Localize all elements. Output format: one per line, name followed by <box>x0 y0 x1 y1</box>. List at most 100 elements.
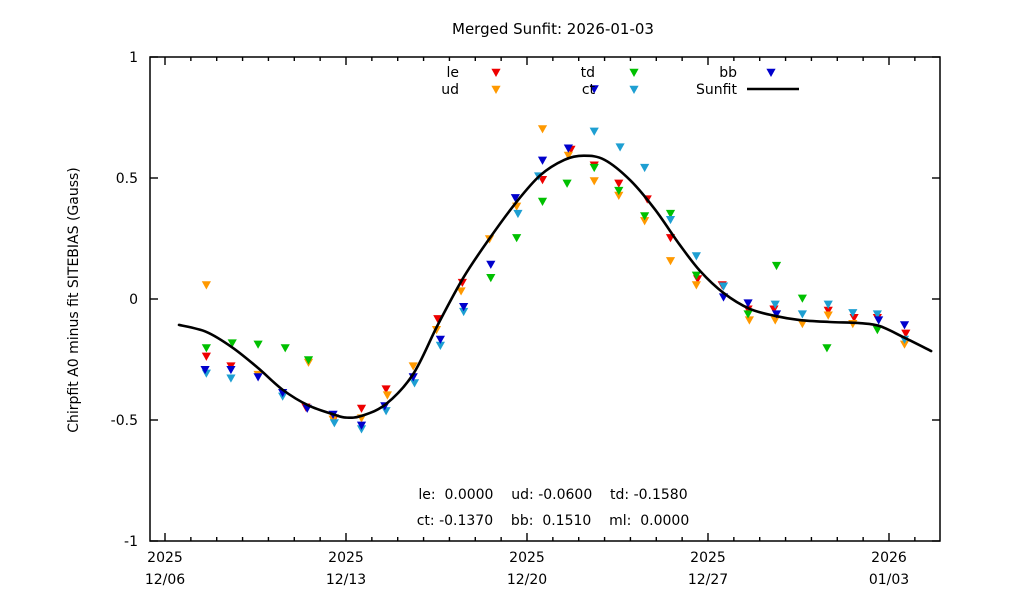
point-td <box>486 274 496 283</box>
point-bb <box>200 365 210 375</box>
point-ct <box>823 300 833 309</box>
point-ud <box>563 151 573 161</box>
x-tick-label-date: 12/06 <box>145 572 185 588</box>
legend-label-td: td <box>581 65 595 81</box>
point-ud <box>665 257 676 266</box>
point-le <box>614 179 624 188</box>
legend-label-bb: bb <box>719 65 737 81</box>
y-tick-label: -1 <box>124 534 138 550</box>
point-bb <box>356 421 367 430</box>
point-bb <box>253 373 263 382</box>
sunfit-curve <box>177 154 933 420</box>
point-le <box>849 313 859 323</box>
point-ct <box>718 282 729 291</box>
point-bb <box>899 321 910 330</box>
legend-label-ud: ud <box>441 82 459 98</box>
point-ct <box>872 310 882 319</box>
legend-label-Sunfit: Sunfit <box>696 82 737 98</box>
point-ud <box>899 340 910 349</box>
point-ct <box>435 341 445 350</box>
point-td <box>640 212 650 221</box>
legend-label-ct: ct <box>582 82 596 98</box>
point-td <box>537 197 548 206</box>
point-ct <box>409 379 420 388</box>
point-bb <box>589 85 599 94</box>
point-ct <box>797 310 807 319</box>
point-td <box>771 261 782 271</box>
point-le <box>823 306 833 315</box>
y-tick-label: 1 <box>129 50 138 66</box>
legend-marker-td <box>629 68 639 77</box>
y-tick-label: 0.5 <box>116 171 138 187</box>
point-ct <box>770 300 780 309</box>
point-le <box>769 305 779 314</box>
point-td <box>614 186 624 196</box>
point-bb <box>743 299 753 308</box>
point-le <box>381 385 391 394</box>
point-le <box>433 315 443 324</box>
point-ct <box>459 307 469 317</box>
point-ct <box>615 143 625 152</box>
point-ct <box>589 127 599 136</box>
point-td <box>665 209 676 219</box>
point-ct <box>329 419 339 428</box>
point-td <box>797 294 807 303</box>
point-td <box>872 326 882 335</box>
point-ct <box>691 252 701 261</box>
series-bb <box>200 85 910 430</box>
point-td <box>691 271 701 280</box>
x-tick-label-date: 12/20 <box>507 572 547 588</box>
point-bb <box>771 310 782 319</box>
series-le <box>201 145 911 423</box>
point-td <box>227 339 237 348</box>
legend <box>491 68 799 94</box>
series-td <box>201 163 882 365</box>
point-ct <box>640 163 650 173</box>
point-ct <box>848 309 858 318</box>
point-ct <box>513 209 523 219</box>
legend-marker-bb <box>766 68 776 77</box>
x-tick-label-date: 12/13 <box>326 572 366 588</box>
x-tick-label-year: 2025 <box>147 550 183 566</box>
point-td <box>253 340 263 349</box>
point-ud <box>770 316 780 325</box>
x-tick-label-year: 2025 <box>509 550 545 566</box>
point-td <box>280 344 290 353</box>
point-td <box>562 179 572 188</box>
point-ud <box>640 217 650 226</box>
point-td <box>303 356 314 365</box>
point-bb <box>226 365 236 375</box>
legend-marker-ud <box>491 85 501 94</box>
plot-area: 1 0.5 0 -0.5 -1 2025 12/06 2025 12/13 2025 12/20 20… <box>111 50 941 588</box>
chart-title: Merged Sunfit: 2026-01-03 <box>452 20 654 38</box>
legend-label-le: le <box>446 65 459 81</box>
site-offsets-line-1: le: 0.0000 ud: -0.0600 td: -0.1580 <box>418 487 687 503</box>
y-tick-label: -0.5 <box>111 413 138 429</box>
point-bb <box>486 260 496 269</box>
point-le <box>356 404 367 413</box>
plot-frame <box>149 56 941 542</box>
x-tick-label-year: 2025 <box>690 550 726 566</box>
point-ud <box>744 316 754 325</box>
point-ud <box>691 281 701 290</box>
point-bb <box>563 144 573 153</box>
point-td <box>512 234 522 243</box>
point-bb <box>435 335 445 344</box>
legend-marker-le <box>491 68 501 77</box>
point-td <box>822 344 832 353</box>
point-ud <box>823 311 833 320</box>
point-ct <box>381 407 391 416</box>
y-tick-label: 0 <box>129 292 138 308</box>
x-tick-label-year: 2026 <box>871 550 907 566</box>
point-le <box>901 329 911 338</box>
point-ud <box>797 320 807 329</box>
point-le <box>537 176 548 185</box>
point-le <box>201 352 211 361</box>
point-ct <box>665 215 676 225</box>
point-ud <box>456 287 466 296</box>
series-ud <box>201 125 910 424</box>
point-bb <box>874 316 884 325</box>
point-ud <box>614 191 624 200</box>
